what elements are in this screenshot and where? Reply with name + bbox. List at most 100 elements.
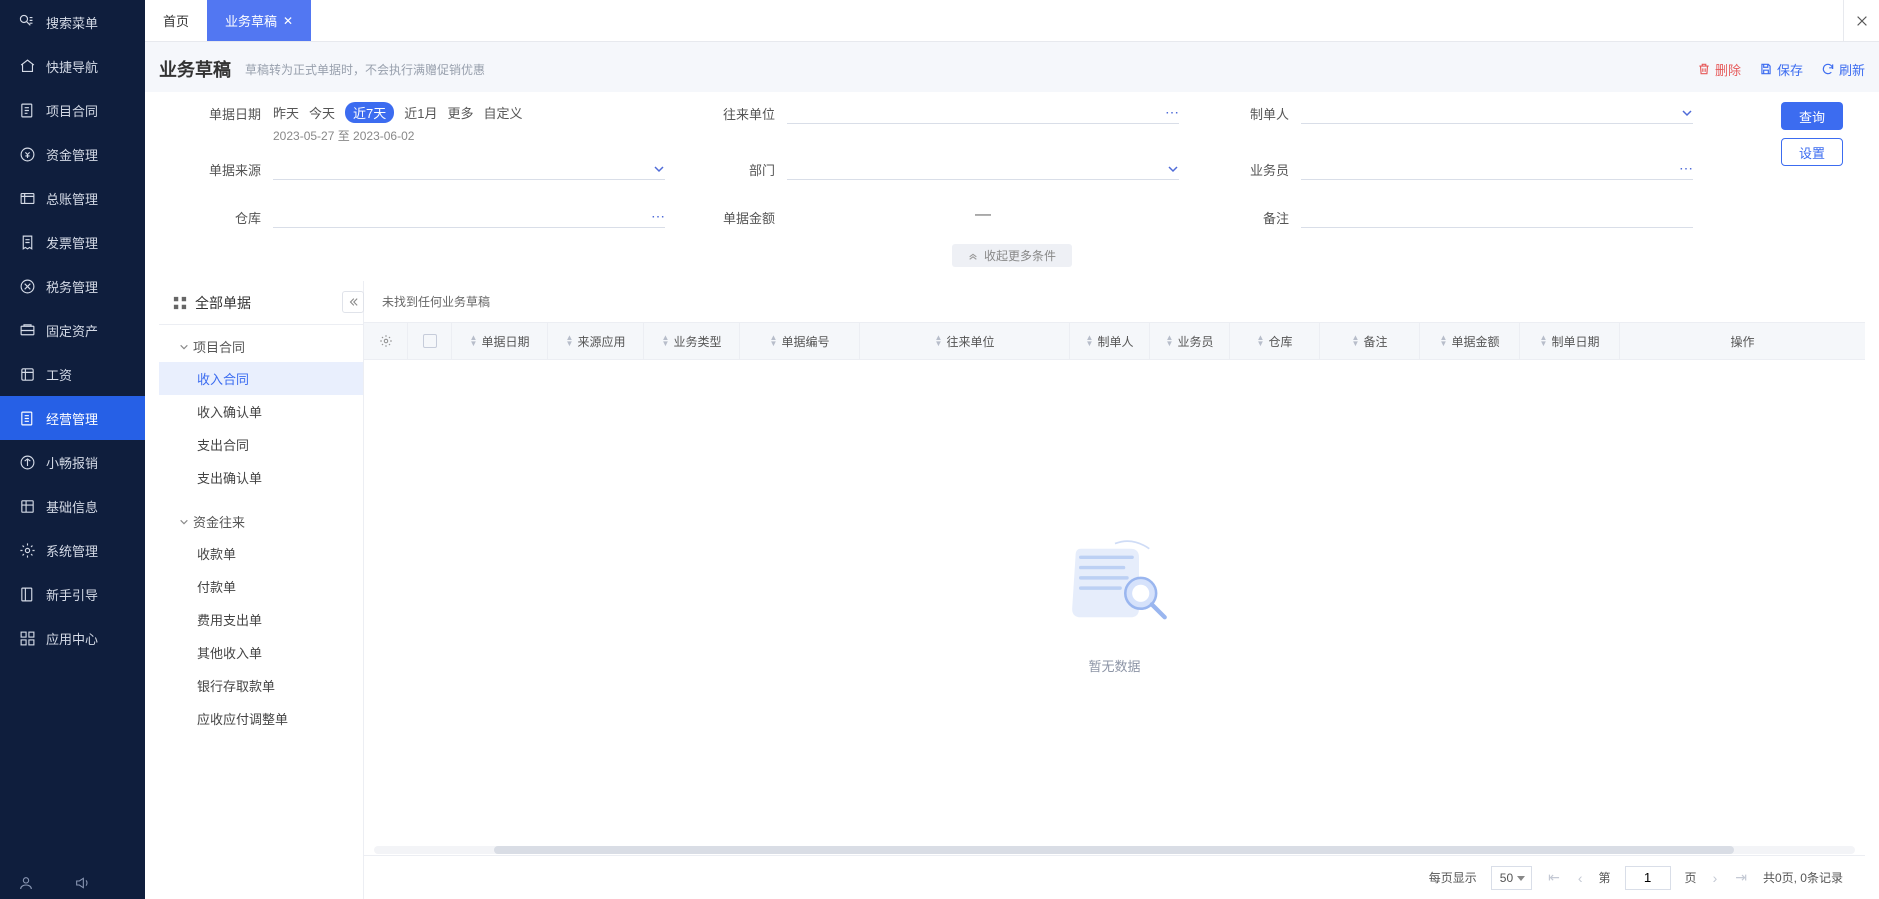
query-button[interactable]: 查询 — [1781, 102, 1843, 130]
sidebar-item-13[interactable]: 新手引导 — [0, 572, 145, 616]
sidebar-item-8[interactable]: 工资 — [0, 352, 145, 396]
category-item[interactable]: 应收应付调整单 — [159, 702, 363, 735]
collapse-category-button[interactable] — [342, 291, 364, 313]
filter-partner-label: 往来单位 — [695, 102, 775, 123]
sidebar-item-7[interactable]: 固定资产 — [0, 308, 145, 352]
category-item[interactable]: 支出合同 — [159, 428, 363, 461]
table-column-header[interactable]: ▲▼单据日期 — [452, 323, 548, 359]
warehouse-input[interactable]: ⋯ — [273, 206, 665, 228]
table-settings-button[interactable] — [364, 323, 408, 359]
category-item[interactable]: 支出确认单 — [159, 461, 363, 494]
close-icon[interactable]: ✕ — [283, 14, 293, 28]
sort-icon: ▲▼ — [470, 335, 478, 347]
save-button[interactable]: 保存 — [1759, 60, 1803, 79]
sort-icon: ▲▼ — [1257, 335, 1265, 347]
category-item[interactable]: 银行存取款单 — [159, 669, 363, 702]
sidebar-item-14[interactable]: 应用中心 — [0, 616, 145, 660]
select-all-checkbox[interactable] — [408, 323, 452, 359]
tabbar-close-button[interactable] — [1843, 0, 1879, 42]
sidebar-item-11[interactable]: 基础信息 — [0, 484, 145, 528]
category-item[interactable]: 收入合同 — [159, 362, 363, 395]
tax-icon — [18, 277, 36, 295]
sidebar-item-label: 快捷导航 — [46, 57, 98, 76]
table-column-header[interactable]: ▲▼来源应用 — [548, 323, 644, 359]
table-column-header[interactable]: ▲▼备注 — [1320, 323, 1420, 359]
table-column-header[interactable]: 操作 — [1620, 323, 1865, 359]
table-column-header[interactable]: ▲▼往来单位 — [860, 323, 1070, 359]
tab-bar: 首页业务草稿 ✕ — [145, 0, 1879, 42]
sidebar-item-9[interactable]: 经营管理 — [0, 396, 145, 440]
dept-select[interactable] — [787, 158, 1179, 180]
sound-icon[interactable] — [74, 875, 90, 891]
appcenter-icon — [18, 629, 36, 647]
category-item[interactable]: 费用支出单 — [159, 603, 363, 636]
table-column-header[interactable]: ▲▼业务员 — [1150, 323, 1230, 359]
date-quick-option[interactable]: 昨天 — [273, 103, 299, 122]
maker-input[interactable] — [1301, 102, 1693, 124]
sidebar-item-label: 税务管理 — [46, 277, 98, 296]
sidebar-item-2[interactable]: 项目合同 — [0, 88, 145, 132]
table-column-header[interactable]: ▲▼制单日期 — [1520, 323, 1620, 359]
category-item[interactable]: 收入确认单 — [159, 395, 363, 428]
date-quick-option[interactable]: 近7天 — [345, 102, 394, 123]
category-header: 全部单据 — [159, 281, 363, 325]
page-subtitle: 草稿转为正式单据时，不会执行满赠促销优惠 — [245, 61, 485, 78]
table-column-header[interactable]: ▲▼制单人 — [1070, 323, 1150, 359]
grid-icon — [173, 296, 187, 310]
date-quick-option[interactable]: 更多 — [448, 103, 474, 122]
date-quick-picker[interactable]: 昨天今天近7天近1月更多自定义 — [273, 102, 665, 123]
tab-label: 业务草稿 — [225, 11, 277, 30]
sidebar-item-label: 新手引导 — [46, 585, 98, 604]
date-quick-option[interactable]: 近1月 — [404, 103, 437, 122]
sidebar-item-label: 资金管理 — [46, 145, 98, 164]
table-column-header[interactable]: ▲▼仓库 — [1230, 323, 1320, 359]
table-column-header[interactable]: ▲▼业务类型 — [644, 323, 740, 359]
refresh-icon — [1821, 62, 1835, 76]
sidebar-item-3[interactable]: 资金管理 — [0, 132, 145, 176]
date-quick-option[interactable]: 今天 — [309, 103, 335, 122]
source-select[interactable] — [273, 158, 665, 180]
sidebar-item-6[interactable]: 税务管理 — [0, 264, 145, 308]
sidebar-item-5[interactable]: 发票管理 — [0, 220, 145, 264]
tab-0[interactable]: 首页 — [145, 0, 207, 41]
guide-icon — [18, 585, 36, 603]
trash-icon — [1697, 62, 1711, 76]
category-item[interactable]: 付款单 — [159, 570, 363, 603]
sidebar-item-10[interactable]: 小畅报销 — [0, 440, 145, 484]
table-column-header[interactable]: ▲▼单据编号 — [740, 323, 860, 359]
page-input[interactable] — [1625, 866, 1671, 890]
ledger-icon — [18, 189, 36, 207]
prev-page-button[interactable]: ‹ — [1576, 870, 1585, 886]
sidebar-item-1[interactable]: 快捷导航 — [0, 44, 145, 88]
refresh-button[interactable]: 刷新 — [1821, 60, 1865, 79]
category-group-title[interactable]: 资金往来 — [159, 506, 363, 537]
user-icon[interactable] — [18, 875, 34, 891]
last-page-button[interactable]: ⇥ — [1733, 869, 1749, 886]
funds-icon — [18, 145, 36, 163]
empty-state: 暂无数据 — [364, 360, 1865, 843]
sidebar-item-label: 发票管理 — [46, 233, 98, 252]
per-page-label: 每页显示 — [1429, 869, 1477, 886]
sidebar-item-label: 系统管理 — [46, 541, 98, 560]
collapse-filters-button[interactable]: 收起更多条件 — [952, 244, 1072, 267]
remark-input[interactable] — [1301, 206, 1693, 228]
sidebar-item-4[interactable]: 总账管理 — [0, 176, 145, 220]
amount-display: — — [787, 206, 1179, 224]
next-page-button[interactable]: › — [1711, 870, 1720, 886]
category-item[interactable]: 其他收入单 — [159, 636, 363, 669]
settings-button[interactable]: 设置 — [1781, 138, 1843, 166]
category-group-title[interactable]: 项目合同 — [159, 331, 363, 362]
category-item[interactable]: 收款单 — [159, 537, 363, 570]
date-quick-option[interactable]: 自定义 — [484, 103, 523, 122]
table-column-header[interactable]: ▲▼单据金额 — [1420, 323, 1520, 359]
horizontal-scrollbar[interactable] — [374, 843, 1855, 855]
per-page-select[interactable]: 50 — [1491, 866, 1532, 890]
sort-icon: ▲▼ — [935, 335, 943, 347]
delete-button[interactable]: 删除 — [1697, 60, 1741, 79]
sidebar-item-12[interactable]: 系统管理 — [0, 528, 145, 572]
first-page-button[interactable]: ⇤ — [1546, 869, 1562, 886]
tab-1[interactable]: 业务草稿 ✕ — [207, 0, 311, 41]
partner-input[interactable]: ⋯ — [787, 102, 1179, 124]
sidebar-item-0[interactable]: 搜索菜单 — [0, 0, 145, 44]
salesman-input[interactable]: ⋯ — [1301, 158, 1693, 180]
